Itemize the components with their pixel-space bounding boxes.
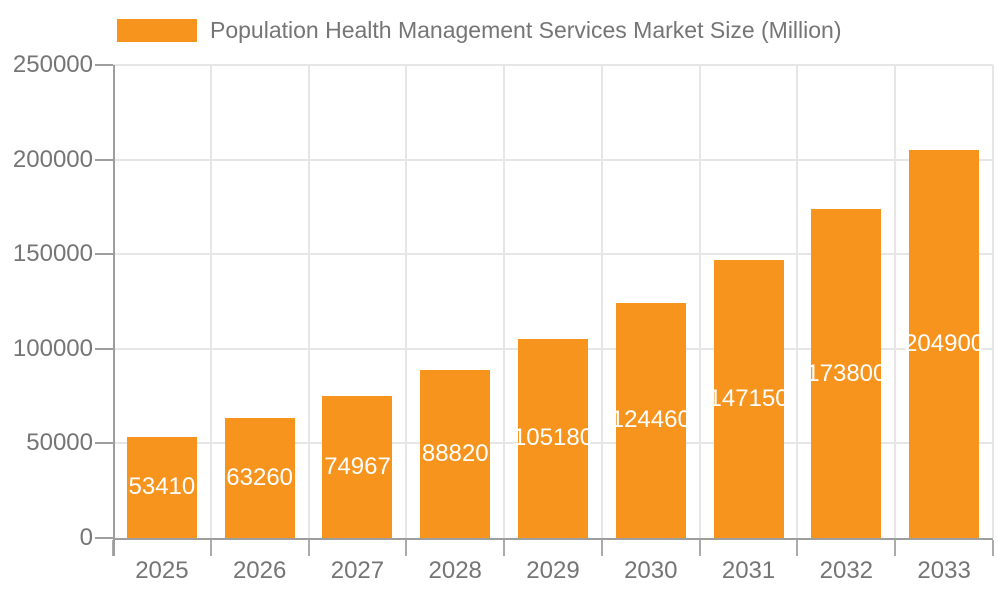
x-axis-tick bbox=[503, 540, 506, 556]
x-axis-tick bbox=[796, 540, 799, 556]
y-axis-tick bbox=[95, 158, 113, 161]
x-axis-label-2026: 2026 bbox=[232, 557, 287, 584]
y-axis-tick bbox=[95, 253, 113, 256]
bar-2027 bbox=[322, 396, 393, 538]
y-axis-tick-label: 100000 bbox=[12, 334, 93, 362]
chart-legend: Population Health Management Services Ma… bbox=[117, 17, 842, 44]
bar-value-label-2029: 105180 bbox=[512, 424, 594, 452]
gridline-vertical bbox=[894, 65, 897, 538]
bar-2025 bbox=[126, 436, 197, 538]
bar-value-label-2028: 88820 bbox=[421, 439, 489, 467]
bar-2026 bbox=[224, 418, 295, 538]
gridline-vertical bbox=[992, 65, 994, 538]
x-axis-label-2025: 2025 bbox=[135, 557, 189, 584]
x-axis-tick bbox=[698, 540, 701, 556]
bar-value-label-2025: 53410 bbox=[128, 473, 196, 501]
gridline-horizontal bbox=[113, 64, 993, 66]
x-axis-tick bbox=[405, 540, 408, 556]
y-axis-tick-label: 250000 bbox=[12, 51, 93, 78]
bar-2028 bbox=[420, 369, 491, 538]
x-axis-tick bbox=[209, 540, 212, 556]
y-axis-tick-label: 200000 bbox=[12, 145, 93, 173]
gridline-vertical bbox=[405, 65, 408, 538]
bar-2032 bbox=[811, 209, 882, 538]
x-axis-label-2031: 2031 bbox=[721, 557, 776, 584]
gridline-horizontal bbox=[113, 158, 993, 161]
gridline-horizontal bbox=[113, 253, 993, 256]
y-axis-tick bbox=[95, 347, 113, 350]
bar-value-label-2032: 173800 bbox=[806, 359, 887, 387]
x-axis-line bbox=[113, 538, 993, 540]
bar-value-label-2027: 74967 bbox=[324, 453, 391, 481]
y-axis-line bbox=[113, 65, 115, 556]
legend-swatch bbox=[117, 19, 197, 42]
bar-value-label-2033: 204900 bbox=[904, 330, 985, 358]
bar-value-label-2030: 124460 bbox=[610, 406, 691, 434]
gridline-vertical bbox=[600, 65, 603, 538]
gridline-vertical bbox=[796, 65, 799, 538]
x-axis-label-2027: 2027 bbox=[330, 557, 385, 584]
y-axis-tick-label: 50000 bbox=[26, 429, 93, 457]
y-axis-tick-label: 0 bbox=[79, 524, 93, 551]
bar-2030 bbox=[615, 302, 686, 538]
bar-2033 bbox=[909, 150, 980, 538]
bar-2031 bbox=[713, 259, 784, 538]
bar-value-label-2026: 63260 bbox=[226, 464, 294, 492]
x-axis-label-2028: 2028 bbox=[428, 557, 482, 584]
y-axis-tick bbox=[95, 537, 113, 539]
x-axis-label-2030: 2030 bbox=[624, 557, 678, 584]
bar-value-label-2031: 147150 bbox=[708, 384, 789, 412]
y-axis-tick bbox=[95, 64, 113, 66]
x-axis-tick bbox=[992, 540, 994, 556]
x-axis-label-2029: 2029 bbox=[526, 557, 580, 584]
bar-2029 bbox=[518, 338, 588, 538]
y-axis-tick-label: 150000 bbox=[12, 240, 93, 268]
gridline-vertical bbox=[307, 65, 310, 538]
x-axis-label-2033: 2033 bbox=[917, 557, 971, 584]
x-axis-tick bbox=[600, 540, 603, 556]
x-axis-tick bbox=[307, 540, 310, 556]
x-axis-tick bbox=[894, 540, 897, 556]
y-axis-tick bbox=[95, 442, 113, 445]
x-axis-label-2032: 2032 bbox=[819, 557, 874, 584]
gridline-vertical bbox=[209, 65, 212, 538]
gridline-vertical bbox=[503, 65, 506, 538]
gridline-vertical bbox=[698, 65, 701, 538]
legend-label: Population Health Management Services Ma… bbox=[210, 17, 842, 43]
